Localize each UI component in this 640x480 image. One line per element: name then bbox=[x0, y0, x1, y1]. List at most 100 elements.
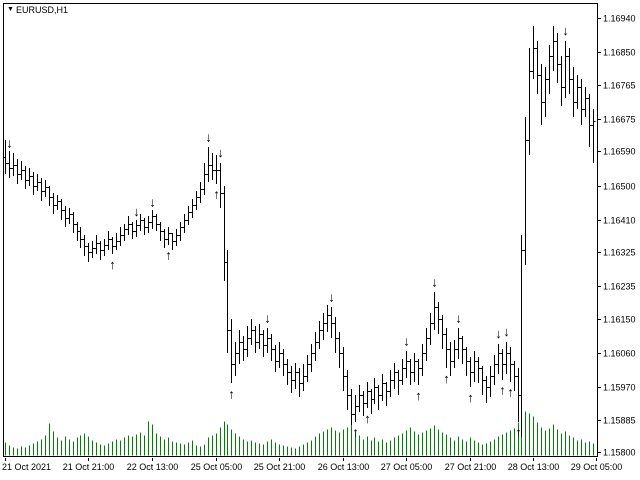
sell-arrow-icon: ↓ bbox=[495, 326, 502, 341]
price-bar bbox=[122, 224, 127, 241]
price-bar bbox=[492, 355, 497, 385]
price-bar bbox=[579, 79, 584, 125]
symbol-label[interactable]: ▼ EURUSD,H1 bbox=[7, 5, 68, 15]
price-bar bbox=[237, 330, 242, 364]
price-bar bbox=[341, 347, 346, 391]
price-bar bbox=[198, 182, 203, 203]
price-bar bbox=[543, 67, 548, 117]
price-bar bbox=[416, 359, 421, 385]
price-bar bbox=[547, 45, 552, 94]
price-bar bbox=[39, 178, 44, 201]
price-bar bbox=[468, 357, 473, 387]
price-bar bbox=[329, 307, 334, 338]
time-axis-label: 25 Oct 21:00 bbox=[254, 462, 306, 472]
price-bar bbox=[269, 334, 274, 361]
price-bar bbox=[59, 199, 64, 220]
price-axis[interactable]: 1.16940 1.16850 1.16765 1.16675 1.16590 1.165… bbox=[598, 14, 636, 458]
price-bar bbox=[396, 370, 401, 395]
price-axis-label: 1.16940 bbox=[603, 14, 636, 24]
price-bar bbox=[361, 391, 366, 416]
price-bar bbox=[408, 359, 413, 385]
chart-dropdown-icon[interactable]: ▼ bbox=[7, 6, 14, 13]
price-bar bbox=[106, 231, 111, 250]
time-axis-label: 26 Oct 13:00 bbox=[318, 462, 370, 472]
price-bar bbox=[23, 166, 28, 189]
price-bar bbox=[110, 237, 115, 254]
price-bar bbox=[444, 328, 449, 368]
price-bar bbox=[118, 227, 123, 246]
price-bar bbox=[428, 313, 433, 345]
bar-series bbox=[3, 26, 596, 437]
buy-arrow-icon: ↑ bbox=[415, 388, 422, 403]
time-axis-label: 21 Oct 2021 bbox=[2, 462, 51, 472]
price-bar bbox=[214, 155, 219, 184]
sell-arrow-icon: ↓ bbox=[205, 130, 212, 145]
price-bar bbox=[571, 67, 576, 117]
price-bar bbox=[563, 41, 568, 98]
time-axis-label: 27 Oct 05:00 bbox=[381, 462, 433, 472]
price-bar bbox=[249, 319, 254, 345]
price-bar bbox=[114, 233, 119, 250]
price-bar bbox=[102, 239, 107, 256]
price-bar bbox=[551, 26, 556, 71]
price-bar bbox=[400, 359, 405, 385]
price-bar bbox=[297, 368, 302, 397]
price-bar bbox=[305, 355, 310, 382]
sell-arrow-icon: ↓ bbox=[455, 311, 462, 326]
price-bar bbox=[210, 153, 215, 180]
buy-arrow-icon: ↑ bbox=[443, 371, 450, 386]
time-axis[interactable]: 21 Oct 2021 21 Oct 21:00 22 Oct 13:00 25 Oc… bbox=[2, 458, 622, 472]
price-bar bbox=[456, 328, 461, 359]
price-axis-label: 1.16590 bbox=[603, 147, 636, 157]
sell-arrow-icon: ↓ bbox=[328, 290, 335, 305]
price-bar bbox=[519, 235, 524, 437]
buy-arrow-icon: ↑ bbox=[109, 257, 116, 272]
buy-arrow-icon: ↑ bbox=[213, 186, 220, 201]
price-bar bbox=[476, 357, 481, 383]
price-bar bbox=[512, 361, 517, 391]
time-axis-ticks bbox=[5, 458, 597, 461]
buy-arrow-icon: ↑ bbox=[515, 424, 522, 439]
price-bar bbox=[535, 41, 540, 94]
price-bar bbox=[178, 222, 183, 241]
price-bar bbox=[325, 305, 330, 332]
chart-border bbox=[3, 3, 598, 457]
buy-arrow-icon: ↑ bbox=[352, 424, 359, 439]
price-bar bbox=[365, 382, 370, 408]
price-bar bbox=[583, 87, 588, 117]
price-bar bbox=[388, 370, 393, 397]
price-bar bbox=[154, 214, 159, 231]
price-bar bbox=[504, 342, 509, 374]
price-bar bbox=[448, 342, 453, 376]
price-bar bbox=[488, 366, 493, 397]
price-bar bbox=[321, 313, 326, 340]
price-bar bbox=[233, 342, 238, 376]
price-bar bbox=[51, 193, 56, 214]
price-bar bbox=[531, 26, 536, 79]
price-bar bbox=[225, 250, 230, 353]
price-axis-label: 1.16675 bbox=[603, 115, 636, 125]
price-bar bbox=[245, 326, 250, 357]
price-bar bbox=[71, 212, 76, 233]
price-bar bbox=[464, 347, 469, 376]
sell-arrow-icon: ↓ bbox=[6, 135, 13, 150]
price-bar bbox=[90, 241, 95, 258]
price-bar bbox=[94, 235, 99, 254]
price-bar bbox=[317, 321, 322, 349]
time-axis-label: 21 Oct 21:00 bbox=[63, 462, 115, 472]
price-bar bbox=[31, 172, 36, 195]
time-axis-label: 27 Oct 21:00 bbox=[445, 462, 497, 472]
price-bar bbox=[142, 218, 147, 235]
price-bar bbox=[146, 216, 151, 233]
sell-arrow-icon: ↓ bbox=[149, 194, 156, 209]
buy-arrow-icon: ↑ bbox=[507, 384, 514, 399]
price-bar bbox=[333, 317, 338, 353]
price-bar bbox=[500, 349, 505, 380]
price-bar bbox=[591, 109, 596, 163]
price-bar bbox=[206, 147, 211, 182]
price-bar bbox=[222, 186, 227, 281]
price-bar bbox=[349, 389, 354, 425]
price-bar bbox=[313, 332, 318, 361]
